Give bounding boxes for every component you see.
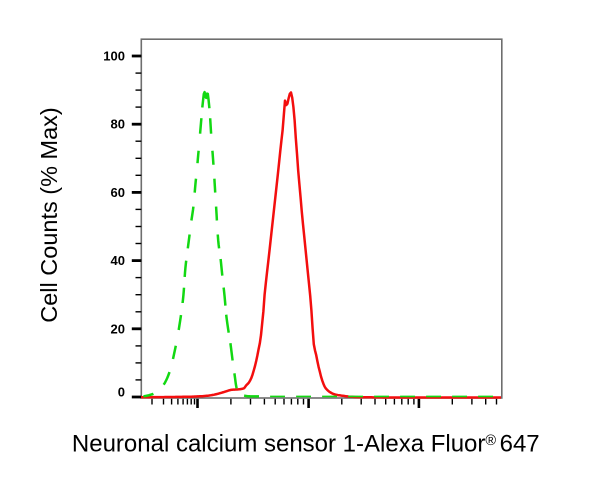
svg-text:20: 20	[111, 321, 125, 336]
svg-text:Neuronal calcium sensor 1-Alex: Neuronal calcium sensor 1-Alexa Fluor® 64…	[72, 431, 540, 458]
svg-text:80: 80	[111, 117, 125, 132]
svg-text:100: 100	[103, 49, 125, 64]
svg-text:60: 60	[111, 185, 125, 200]
svg-text:Cell Counts (% Max): Cell Counts (% Max)	[36, 107, 62, 322]
svg-text:40: 40	[111, 253, 125, 268]
svg-text:0: 0	[118, 384, 125, 399]
